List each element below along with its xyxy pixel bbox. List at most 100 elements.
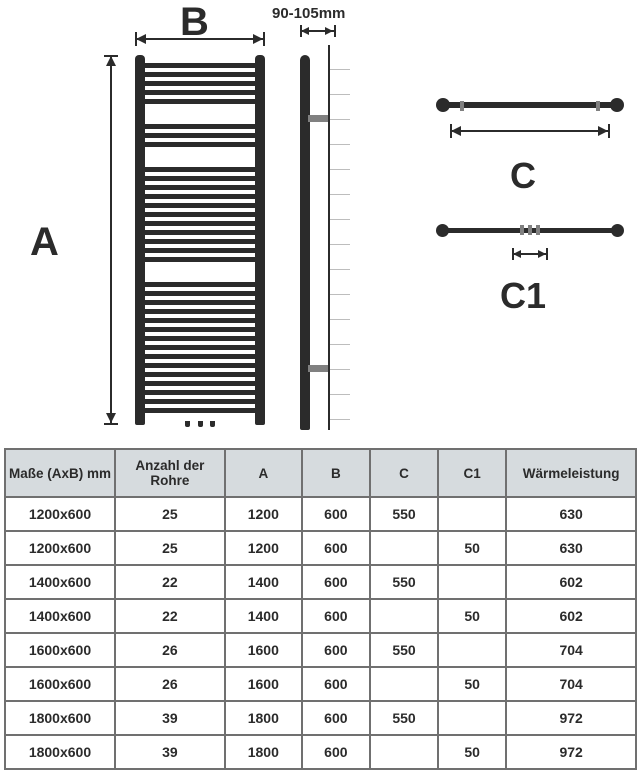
table-cell: 550 bbox=[370, 565, 438, 599]
table-cell: 1800x600 bbox=[5, 701, 115, 735]
table-header-cell: C1 bbox=[438, 449, 506, 497]
table-cell: 25 bbox=[115, 497, 225, 531]
arrow-right-icon bbox=[253, 34, 263, 44]
radiator-bar bbox=[145, 63, 255, 68]
table-header-cell: C bbox=[370, 449, 438, 497]
label-c1: C1 bbox=[500, 275, 546, 317]
radiator-bar bbox=[145, 257, 255, 262]
radiator-bars bbox=[145, 63, 255, 413]
radiator-bar bbox=[145, 363, 255, 368]
table-row: 1200x600251200600550630 bbox=[5, 497, 636, 531]
table-cell: 630 bbox=[506, 531, 636, 565]
table-header-row: Maße (AxB) mmAnzahl der RohreABCC1Wärmel… bbox=[5, 449, 636, 497]
table-cell: 602 bbox=[506, 599, 636, 633]
table-cell: 600 bbox=[302, 667, 370, 701]
radiator-bar bbox=[145, 133, 255, 138]
table-cell: 1600 bbox=[225, 667, 302, 701]
table-cell: 1600x600 bbox=[5, 633, 115, 667]
radiator-bar bbox=[145, 239, 255, 244]
radiator-bar bbox=[145, 90, 255, 95]
table-cell: 972 bbox=[506, 735, 636, 769]
table-cell: 600 bbox=[302, 599, 370, 633]
arrow-left-icon bbox=[451, 126, 461, 136]
radiator-bar bbox=[145, 372, 255, 377]
table-header-cell: B bbox=[302, 449, 370, 497]
radiator-feet bbox=[185, 421, 215, 427]
radiator-bar bbox=[145, 399, 255, 404]
table-cell: 704 bbox=[506, 667, 636, 701]
radiator-bar bbox=[145, 176, 255, 181]
table-cell: 600 bbox=[302, 633, 370, 667]
radiator-front-view bbox=[135, 55, 265, 425]
table-cell: 602 bbox=[506, 565, 636, 599]
table-cell bbox=[370, 531, 438, 565]
table-cell: 25 bbox=[115, 531, 225, 565]
bracket-pin bbox=[460, 101, 464, 111]
label-wall-gap: 90-105mm bbox=[272, 5, 345, 22]
table-row: 1800x60039180060050972 bbox=[5, 735, 636, 769]
table-cell bbox=[370, 599, 438, 633]
table-header-cell: Anzahl der Rohre bbox=[115, 449, 225, 497]
radiator-bar bbox=[145, 408, 255, 413]
radiator-bar bbox=[145, 185, 255, 190]
table-cell: 600 bbox=[302, 701, 370, 735]
table-cell bbox=[438, 565, 506, 599]
radiator-post bbox=[255, 55, 265, 425]
table-cell: 50 bbox=[438, 531, 506, 565]
table-cell: 630 bbox=[506, 497, 636, 531]
arrow-right-icon bbox=[538, 250, 546, 258]
radiator-side-view bbox=[300, 45, 350, 430]
radiator-bar bbox=[145, 327, 255, 332]
table-row: 1600x600261600600550704 bbox=[5, 633, 636, 667]
radiator-bar bbox=[145, 300, 255, 305]
wall-bracket bbox=[308, 115, 328, 122]
radiator-bar bbox=[145, 318, 255, 323]
table-cell: 39 bbox=[115, 701, 225, 735]
radiator-bar bbox=[145, 142, 255, 147]
radiator-bar bbox=[145, 309, 255, 314]
wall-tiles bbox=[328, 45, 350, 430]
table-cell: 22 bbox=[115, 565, 225, 599]
radiator-bar bbox=[145, 390, 255, 395]
table-cell bbox=[370, 735, 438, 769]
table-cell: 1800x600 bbox=[5, 735, 115, 769]
table-cell: 1200x600 bbox=[5, 531, 115, 565]
bar-end-icon bbox=[611, 224, 624, 237]
arrow-up-icon bbox=[106, 56, 116, 66]
table-cell: 600 bbox=[302, 497, 370, 531]
radiator-bar bbox=[145, 72, 255, 77]
arrow-right-icon bbox=[325, 27, 333, 35]
radiator-bar bbox=[145, 336, 255, 341]
table-cell bbox=[438, 633, 506, 667]
label-c: C bbox=[510, 155, 536, 197]
table-cell: 1400 bbox=[225, 565, 302, 599]
bar-end-icon bbox=[436, 98, 450, 112]
radiator-bar bbox=[145, 354, 255, 359]
table-cell: 704 bbox=[506, 633, 636, 667]
table-cell: 600 bbox=[302, 531, 370, 565]
table-body: 1200x6002512006005506301200x600251200600… bbox=[5, 497, 636, 769]
arrow-left-icon bbox=[301, 27, 309, 35]
table-cell: 972 bbox=[506, 701, 636, 735]
table-cell bbox=[370, 667, 438, 701]
center-connection bbox=[520, 225, 540, 235]
radiator-bar bbox=[145, 212, 255, 217]
table-cell: 1400x600 bbox=[5, 599, 115, 633]
table-cell: 39 bbox=[115, 735, 225, 769]
table-cell: 1200x600 bbox=[5, 497, 115, 531]
table-cell: 22 bbox=[115, 599, 225, 633]
radiator-bar bbox=[145, 230, 255, 235]
radiator-bar bbox=[145, 345, 255, 350]
technical-diagram: B A 90-105mm bbox=[0, 0, 641, 430]
table-cell: 1800 bbox=[225, 701, 302, 735]
arrow-left-icon bbox=[136, 34, 146, 44]
table-row: 1600x60026160060050704 bbox=[5, 667, 636, 701]
table-cell: 26 bbox=[115, 633, 225, 667]
table-cell: 1200 bbox=[225, 497, 302, 531]
radiator-bar bbox=[145, 248, 255, 253]
c-bar-top-view bbox=[440, 102, 620, 108]
wall-bracket bbox=[308, 365, 328, 372]
table-cell: 50 bbox=[438, 735, 506, 769]
table-cell: 600 bbox=[302, 735, 370, 769]
radiator-bar bbox=[145, 221, 255, 226]
